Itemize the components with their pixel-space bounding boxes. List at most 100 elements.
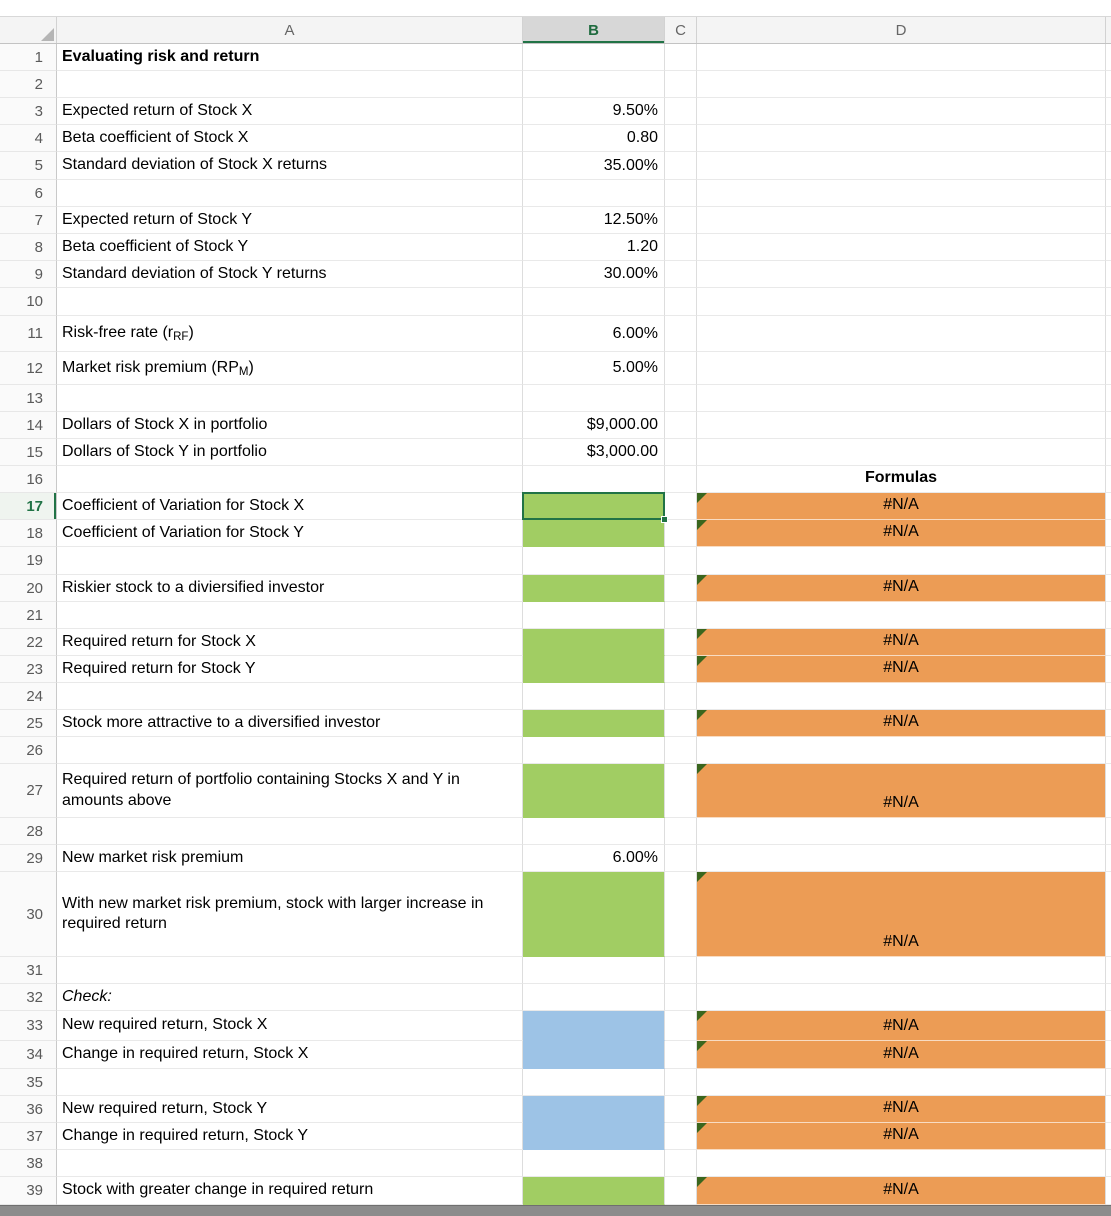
cell-B36[interactable] [523, 1096, 665, 1123]
cell-A36[interactable]: New required return, Stock Y [57, 1096, 523, 1123]
row-header-27[interactable]: 27 [0, 764, 57, 818]
row-header-14[interactable]: 14 [0, 412, 57, 439]
cell-D2[interactable] [697, 71, 1106, 98]
cell-D21[interactable] [697, 602, 1106, 629]
cell-A33[interactable]: New required return, Stock X [57, 1011, 523, 1041]
cell-B14[interactable]: $9,000.00 [523, 412, 665, 439]
cell-C29[interactable] [665, 845, 697, 872]
column-header-C[interactable]: C [665, 17, 697, 43]
cell-C3[interactable] [665, 98, 697, 125]
cell-D3[interactable] [697, 98, 1106, 125]
row-header-1[interactable]: 1 [0, 44, 57, 71]
cell-B11[interactable]: 6.00% [523, 316, 665, 352]
cell-B1[interactable] [523, 44, 665, 71]
cell-C5[interactable] [665, 152, 697, 180]
cell-D29[interactable] [697, 845, 1106, 872]
cell-C23[interactable] [665, 656, 697, 683]
row-header-22[interactable]: 22 [0, 629, 57, 656]
cell-A15[interactable]: Dollars of Stock Y in portfolio [57, 439, 523, 466]
cell-A18[interactable]: Coefficient of Variation for Stock Y [57, 520, 523, 547]
cell-D30[interactable]: #N/A [697, 872, 1106, 957]
fill-handle[interactable] [661, 516, 668, 523]
row-header-36[interactable]: 36 [0, 1096, 57, 1123]
cell-D20[interactable]: #N/A [697, 575, 1106, 602]
cell-B31[interactable] [523, 957, 665, 984]
column-header-A[interactable]: A [57, 17, 523, 43]
cell-B18[interactable] [523, 520, 665, 547]
cell-D37[interactable]: #N/A [697, 1123, 1106, 1150]
cell-C20[interactable] [665, 575, 697, 602]
cell-C34[interactable] [665, 1041, 697, 1069]
cell-B7[interactable]: 12.50% [523, 207, 665, 234]
cell-D33[interactable]: #N/A [697, 1011, 1106, 1041]
cell-D39[interactable]: #N/A [697, 1177, 1106, 1205]
cell-C37[interactable] [665, 1123, 697, 1150]
cell-D28[interactable] [697, 818, 1106, 845]
cell-A7[interactable]: Expected return of Stock Y [57, 207, 523, 234]
cell-C32[interactable] [665, 984, 697, 1011]
row-header-11[interactable]: 11 [0, 316, 57, 352]
cell-C26[interactable] [665, 737, 697, 764]
row-header-25[interactable]: 25 [0, 710, 57, 737]
cell-B38[interactable] [523, 1150, 665, 1177]
cell-A23[interactable]: Required return for Stock Y [57, 656, 523, 683]
cell-A38[interactable] [57, 1150, 523, 1177]
cell-C6[interactable] [665, 180, 697, 207]
cell-C22[interactable] [665, 629, 697, 656]
select-all-button[interactable] [0, 17, 57, 43]
row-header-21[interactable]: 21 [0, 602, 57, 629]
cell-B17[interactable] [522, 492, 668, 523]
row-header-17[interactable]: 17 [0, 493, 57, 520]
cell-A2[interactable] [57, 71, 523, 98]
cell-A13[interactable] [57, 385, 523, 412]
cell-A12[interactable]: Market risk premium (RP M) [57, 352, 523, 385]
cell-D19[interactable] [697, 547, 1106, 575]
cell-A32[interactable]: Check: [57, 984, 523, 1011]
cell-D27[interactable]: #N/A [697, 764, 1106, 818]
row-header-2[interactable]: 2 [0, 71, 57, 98]
cell-A35[interactable] [57, 1069, 523, 1096]
cell-D14[interactable] [697, 412, 1106, 439]
column-header-D[interactable]: D [697, 17, 1106, 43]
row-header-20[interactable]: 20 [0, 575, 57, 602]
cell-D26[interactable] [697, 737, 1106, 764]
cell-B32[interactable] [523, 984, 665, 1011]
cell-B30[interactable] [523, 872, 665, 957]
row-header-9[interactable]: 9 [0, 261, 57, 288]
cell-A20[interactable]: Riskier stock to a diviersified investor [57, 575, 523, 602]
cell-B22[interactable] [523, 629, 665, 656]
cell-C14[interactable] [665, 412, 697, 439]
row-header-37[interactable]: 37 [0, 1123, 57, 1150]
cell-A8[interactable]: Beta coefficient of Stock Y [57, 234, 523, 261]
cell-A26[interactable] [57, 737, 523, 764]
cell-A10[interactable] [57, 288, 523, 316]
cell-D23[interactable]: #N/A [697, 656, 1106, 683]
row-header-29[interactable]: 29 [0, 845, 57, 872]
cell-A1[interactable]: Evaluating risk and return [57, 44, 523, 71]
cell-B16[interactable] [523, 466, 665, 493]
cell-D13[interactable] [697, 385, 1106, 412]
cell-D24[interactable] [697, 683, 1106, 710]
row-header-16[interactable]: 16 [0, 466, 57, 493]
cell-B4[interactable]: 0.80 [523, 125, 665, 152]
cell-C8[interactable] [665, 234, 697, 261]
cell-B12[interactable]: 5.00% [523, 352, 665, 385]
cell-C2[interactable] [665, 71, 697, 98]
cell-C24[interactable] [665, 683, 697, 710]
cell-A3[interactable]: Expected return of Stock X [57, 98, 523, 125]
row-header-26[interactable]: 26 [0, 737, 57, 764]
cell-D22[interactable]: #N/A [697, 629, 1106, 656]
cell-A4[interactable]: Beta coefficient of Stock X [57, 125, 523, 152]
cell-C4[interactable] [665, 125, 697, 152]
cell-B9[interactable]: 30.00% [523, 261, 665, 288]
cell-D25[interactable]: #N/A [697, 710, 1106, 737]
cell-D7[interactable] [697, 207, 1106, 234]
cell-C38[interactable] [665, 1150, 697, 1177]
cell-A24[interactable] [57, 683, 523, 710]
cell-B24[interactable] [523, 683, 665, 710]
row-header-13[interactable]: 13 [0, 385, 57, 412]
cell-A16[interactable] [57, 466, 523, 493]
cell-C19[interactable] [665, 547, 697, 575]
cell-A30[interactable]: With new market risk premium, stock with… [57, 872, 523, 957]
cell-D36[interactable]: #N/A [697, 1096, 1106, 1123]
